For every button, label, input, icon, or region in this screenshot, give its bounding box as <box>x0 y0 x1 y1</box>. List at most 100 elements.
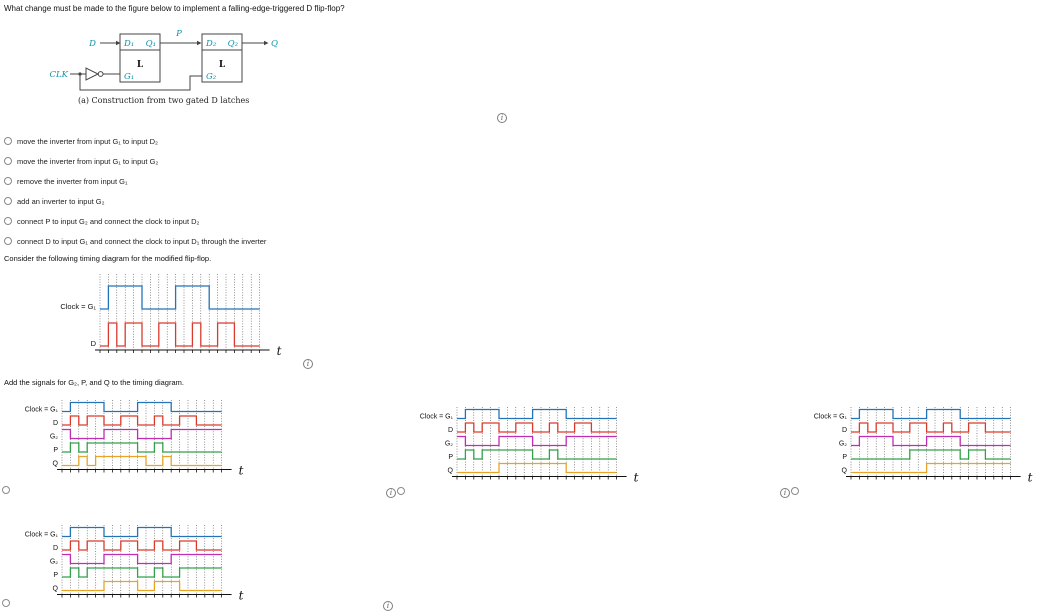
signal-waveform <box>457 449 617 460</box>
mc-option-row-2[interactable]: move the inverter from input G₁ to input… <box>4 151 266 171</box>
radio-mc-2[interactable] <box>4 157 12 165</box>
signal-waveform <box>457 422 617 433</box>
mc-option-label-6[interactable]: connect D to input G₁ and connect the cl… <box>17 236 267 246</box>
mc-option-label-5[interactable]: connect P to input G₂ and connect the cl… <box>17 216 200 226</box>
signal-waveform <box>851 435 1011 447</box>
signal-label: G₂ <box>445 441 453 448</box>
signal-waveform <box>62 455 222 467</box>
mc-option-row-4[interactable]: add an inverter to input G₂ <box>4 191 266 211</box>
mc-option-row-3[interactable]: remove the inverter from input G₁ <box>4 171 266 191</box>
consider-text: Consider the following timing diagram fo… <box>4 254 212 263</box>
g2-branch-wire <box>79 74 202 91</box>
signal-label: P <box>53 572 58 579</box>
label-g1: G₁ <box>124 72 134 82</box>
signal-waveform <box>62 442 222 453</box>
signal-label: Q <box>448 468 454 475</box>
label-d1: D₁ <box>123 39 134 49</box>
radio-answer-2[interactable] <box>397 487 405 495</box>
arrowhead-q <box>264 40 269 46</box>
latch1-box <box>119 33 161 83</box>
signal-waveform <box>62 428 222 440</box>
radio-mc-6[interactable] <box>4 237 12 245</box>
mc-option-label-2[interactable]: move the inverter from input G₁ to input… <box>17 156 159 166</box>
label-d2: D₂ <box>205 39 217 49</box>
signal-waveform <box>62 553 222 565</box>
time-axis-label: t <box>239 464 244 478</box>
signal-waveform <box>62 526 222 538</box>
signal-waveform <box>62 401 222 413</box>
signal-label: Clock = G₁ <box>25 532 59 539</box>
label-q: Q <box>271 39 278 49</box>
radio-mc-1[interactable] <box>4 137 12 145</box>
signal-label: Clock = G₁ <box>60 302 96 311</box>
radio-answer-4[interactable] <box>2 599 10 607</box>
signal-waveform <box>851 449 1011 460</box>
timing-diagram-option-2: t Clock = G₁ D G₂ P Q <box>405 403 643 497</box>
question-text: What change must be made to the figure b… <box>4 4 345 13</box>
timing-diagram-option-3: t Clock = G₁ D G₂ P Q <box>799 403 1037 497</box>
label-q1: Q₁ <box>146 39 156 49</box>
signal-waveform <box>62 415 222 426</box>
signal-label: Q <box>53 461 59 468</box>
inverter-bubble <box>97 71 104 77</box>
signal-label: G₂ <box>50 434 58 441</box>
time-axis-label: t <box>277 344 282 358</box>
circuit-diagram: D CLK P Q D₁ Q₁ L G₁ D₂ Q₂ L G₂ <box>50 29 278 91</box>
signal-label: Clock = G₁ <box>814 414 848 421</box>
mc-option-label-3[interactable]: remove the inverter from input G₁ <box>17 176 128 186</box>
signal-label: D <box>53 545 58 552</box>
clk-junction-dot <box>78 72 82 76</box>
info-icon-main-diagram[interactable]: i <box>303 359 313 369</box>
mc-option-row-1[interactable]: move the inverter from input G₁ to input… <box>4 131 266 151</box>
latch2-box <box>201 33 243 83</box>
info-icon-answer-4[interactable]: i <box>383 601 393 611</box>
timing-diagram-option-1: t Clock = G₁ D G₂ P Q <box>10 396 248 490</box>
signal-waveform <box>100 285 260 310</box>
figure-caption: (a) Construction from two gated D latche… <box>78 96 250 105</box>
signal-waveform <box>851 408 1011 420</box>
label-g2: G₂ <box>206 72 217 82</box>
label-l2: L <box>219 60 226 70</box>
signal-label: G₂ <box>50 559 58 566</box>
mc-option-row-5[interactable]: connect P to input G₂ and connect the cl… <box>4 211 266 231</box>
signal-waveform <box>62 567 222 578</box>
signal-waveform <box>457 462 617 474</box>
timing-svg: t Clock = G₁ D <box>60 274 282 358</box>
add-signals-text: Add the signals for G₂, P, and Q to the … <box>4 378 184 387</box>
timing-diagram-main: t Clock = G₁ D <box>52 270 286 370</box>
signal-label: D <box>448 427 453 434</box>
radio-mc-3[interactable] <box>4 177 12 185</box>
signal-waveform <box>457 435 617 447</box>
arrowhead-d2 <box>197 40 202 46</box>
mc-option-row-6[interactable]: connect D to input G₁ and connect the cl… <box>4 231 266 251</box>
signal-waveform <box>457 408 617 420</box>
time-axis-label: t <box>239 589 244 603</box>
signal-waveform <box>851 422 1011 433</box>
timing-diagram-option-4: t Clock = G₁ D G₂ P Q <box>10 521 248 615</box>
arrowhead-d1 <box>116 40 121 46</box>
timing-svg: t Clock = G₁ D G₂ PQ <box>814 407 1033 485</box>
signal-label: D <box>53 420 58 427</box>
mc-option-label-1[interactable]: move the inverter from input G₁ to input… <box>17 136 158 146</box>
info-icon-answer-3[interactable]: i <box>780 488 790 498</box>
timing-svg: t Clock = G₁ D G₂ PQ <box>25 400 244 478</box>
time-axis-label: t <box>634 471 639 485</box>
radio-answer-3[interactable] <box>791 487 799 495</box>
label-d: D <box>88 39 96 49</box>
info-icon-figure[interactable]: i <box>497 113 507 123</box>
signal-label: Clock = G₁ <box>420 414 454 421</box>
radio-answer-1[interactable] <box>2 486 10 494</box>
radio-mc-5[interactable] <box>4 217 12 225</box>
radio-mc-4[interactable] <box>4 197 12 205</box>
signal-waveform <box>62 580 222 592</box>
mc-option-label-4[interactable]: add an inverter to input G₂ <box>17 196 105 206</box>
signal-waveform <box>62 540 222 551</box>
time-axis-label: t <box>1028 471 1033 485</box>
timing-svg: t Clock = G₁ D G₂ PQ <box>25 525 244 603</box>
label-q2: Q₂ <box>228 39 239 49</box>
signal-label: Q <box>53 586 59 593</box>
timing-svg: t Clock = G₁ D G₂ PQ <box>420 407 639 485</box>
signal-label: G₂ <box>839 441 847 448</box>
info-icon-answer-2[interactable]: i <box>386 488 396 498</box>
